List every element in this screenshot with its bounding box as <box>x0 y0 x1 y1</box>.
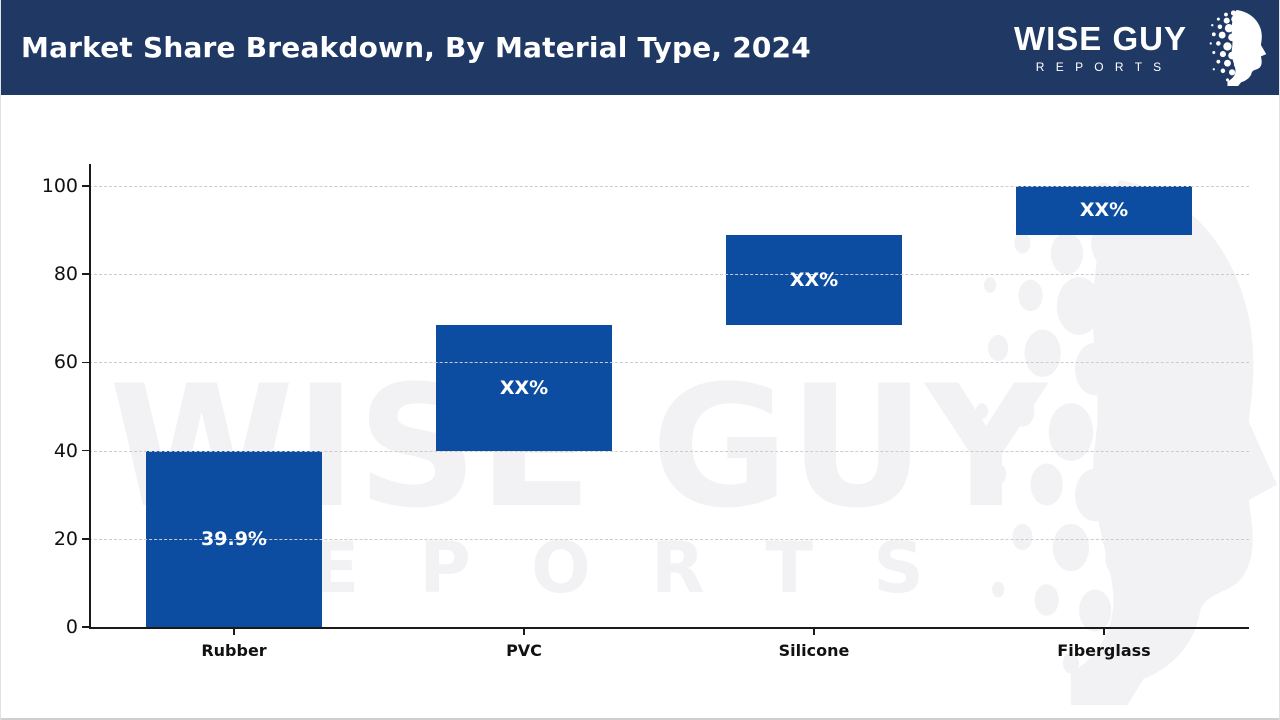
bar-value-label: XX% <box>1079 199 1129 222</box>
bar-silicone <box>726 234 902 326</box>
wiseguy-head-icon <box>1209 9 1267 86</box>
y-tickmark <box>82 273 89 275</box>
x-axis-line <box>89 627 1249 630</box>
y-tick-label: 40 <box>53 439 78 462</box>
logo-wordmark: WISE GUY <box>1013 19 1187 57</box>
wiseguy-logo: WISE GUY R E P O R T S <box>1014 9 1267 87</box>
logo-subtext: R E P O R T S <box>1035 59 1166 74</box>
y-tick-label: 80 <box>53 263 78 286</box>
y-tickmark <box>82 185 89 187</box>
gridline <box>89 362 1249 364</box>
y-tick-label: 20 <box>53 527 78 550</box>
logo-text: WISE GUY R E P O R T S <box>1014 22 1187 74</box>
chart-title: Market Share Breakdown, By Material Type… <box>21 31 811 64</box>
gridline <box>89 450 1249 452</box>
y-tickmark <box>82 626 89 628</box>
bar-pvc <box>436 325 612 452</box>
gridline <box>89 538 1249 540</box>
y-tickmark <box>82 449 89 452</box>
y-tick-label: 100 <box>41 175 78 197</box>
x-tickmark <box>523 627 525 636</box>
x-tickmark <box>813 627 815 636</box>
x-axis-label-fiberglass: Fiberglass <box>1057 641 1151 661</box>
x-axis-label-pvc: PVC <box>506 641 542 661</box>
x-tickmark <box>1103 627 1105 636</box>
x-axis-label-silicone: Silicone <box>778 641 850 661</box>
gridline <box>89 274 1249 276</box>
bar-fiberglass <box>1016 186 1192 235</box>
bottom-border <box>1 718 1279 720</box>
bar-value-label: XX% <box>789 269 839 292</box>
x-tickmark <box>233 627 235 636</box>
y-tickmark <box>82 361 89 364</box>
chart-area: WISE GUY R E P O R T S 39.9% XX% XX% XX% 0 20… <box>1 95 1279 720</box>
x-axis-label-rubber: Rubber <box>201 641 267 661</box>
header-bar: Market Share Breakdown, By Material Type… <box>1 0 1279 95</box>
y-tickmark <box>82 538 89 540</box>
bar-value-label: 39.9% <box>201 528 267 551</box>
gridline <box>89 186 1249 187</box>
y-tick-label: 0 <box>65 616 78 639</box>
y-tick-label: 60 <box>53 351 78 374</box>
bar-value-label: XX% <box>499 377 549 400</box>
y-axis-line <box>89 163 91 630</box>
